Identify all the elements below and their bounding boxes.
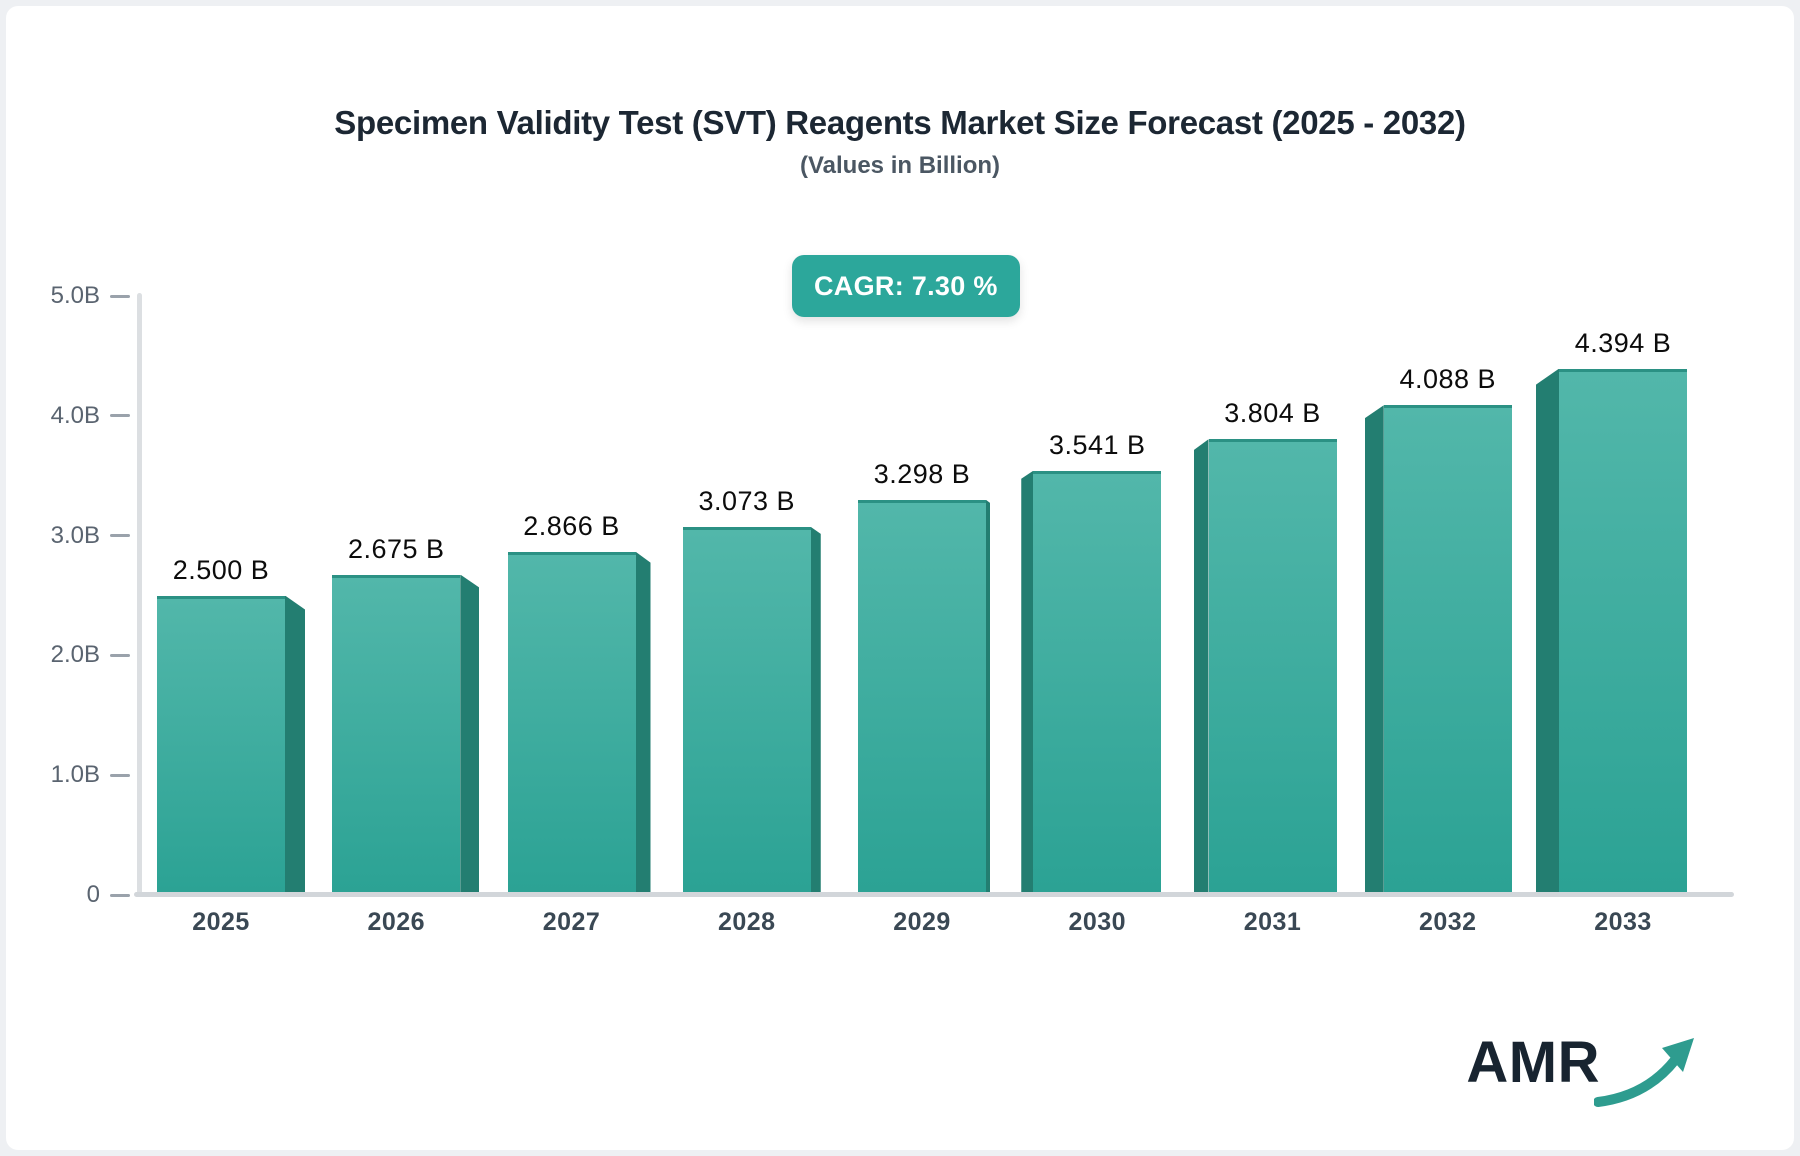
x-axis-label: 2031 <box>1243 908 1302 936</box>
y-tick-label: 2.0B <box>50 641 100 669</box>
cagr-badge: CAGR: 7.30 % <box>792 255 1020 317</box>
y-tick-label: 1.0B <box>50 761 100 789</box>
bar-value-label: 2.500 B <box>172 554 270 585</box>
y-tick-mark <box>110 294 130 298</box>
y-tick-label: 4.0B <box>50 401 100 429</box>
x-axis-label: 2030 <box>1068 908 1127 936</box>
bar-value-label: 4.394 B <box>1574 327 1672 358</box>
x-axis-line <box>134 892 1734 897</box>
y-axis-line <box>137 293 142 897</box>
bar-value-label: 3.541 B <box>1048 429 1146 460</box>
chart-title: Specimen Validity Test (SVT) Reagents Ma… <box>334 104 1466 141</box>
x-axis-label: 2026 <box>367 908 426 936</box>
bar-3d-side <box>986 499 990 895</box>
bar <box>682 526 811 895</box>
bar-3d-side <box>1021 470 1034 895</box>
bar-3d-side <box>460 574 480 895</box>
bar <box>1559 368 1687 895</box>
bar-3d-side <box>635 551 651 895</box>
x-axis-label: 2025 <box>192 908 250 936</box>
y-tick-label: 0 <box>86 881 100 908</box>
bar <box>1208 439 1337 895</box>
bar <box>1383 405 1512 895</box>
bar-value-label: 2.866 B <box>523 510 620 541</box>
bar-3d-side <box>1364 405 1384 895</box>
y-tick-mark <box>110 414 130 418</box>
y-tick-mark <box>110 534 130 538</box>
x-axis-label: 2027 <box>542 908 601 936</box>
bar-3d-side <box>810 526 821 895</box>
amr-logo-text: AMR <box>1466 1030 1600 1095</box>
x-axis-label: 2029 <box>893 908 951 936</box>
bar-chart-area: 5.0B 4.0B 3.0B 2.0B 1.0B 0 2.500 B 2025 2.675 B… <box>6 6 1800 1150</box>
x-axis-label: 2028 <box>717 908 776 936</box>
x-axis-label: 2032 <box>1418 908 1477 936</box>
amr-logo: AMR <box>1466 1028 1698 1108</box>
y-tick-mark <box>110 773 130 777</box>
y-tick-label: 5.0B <box>50 282 100 309</box>
bar-3d-side <box>285 595 305 895</box>
bar <box>858 499 986 895</box>
y-tick-label: 3.0B <box>50 521 100 549</box>
bar-value-label: 2.675 B <box>347 533 445 564</box>
bar-3d-side <box>1536 368 1559 895</box>
y-tick-mark <box>110 653 130 657</box>
bar-value-label: 3.298 B <box>873 458 971 489</box>
chart-card: Specimen Validity Test (SVT) Reagents Ma… <box>6 6 1794 1150</box>
bar <box>1033 470 1162 895</box>
bar-value-label: 3.073 B <box>698 485 796 516</box>
bar <box>157 595 285 895</box>
growth-arrow-icon <box>1594 1038 1694 1107</box>
x-axis-label: 2033 <box>1594 908 1652 936</box>
bar <box>507 551 636 895</box>
bar <box>332 574 461 895</box>
chart-subtitle: (Values in Billion) <box>799 152 1001 179</box>
bar-3d-side <box>1193 439 1209 895</box>
bar-value-label: 3.804 B <box>1224 398 1321 429</box>
y-tick-mark <box>110 893 130 897</box>
bar-value-label: 4.088 B <box>1399 364 1497 395</box>
